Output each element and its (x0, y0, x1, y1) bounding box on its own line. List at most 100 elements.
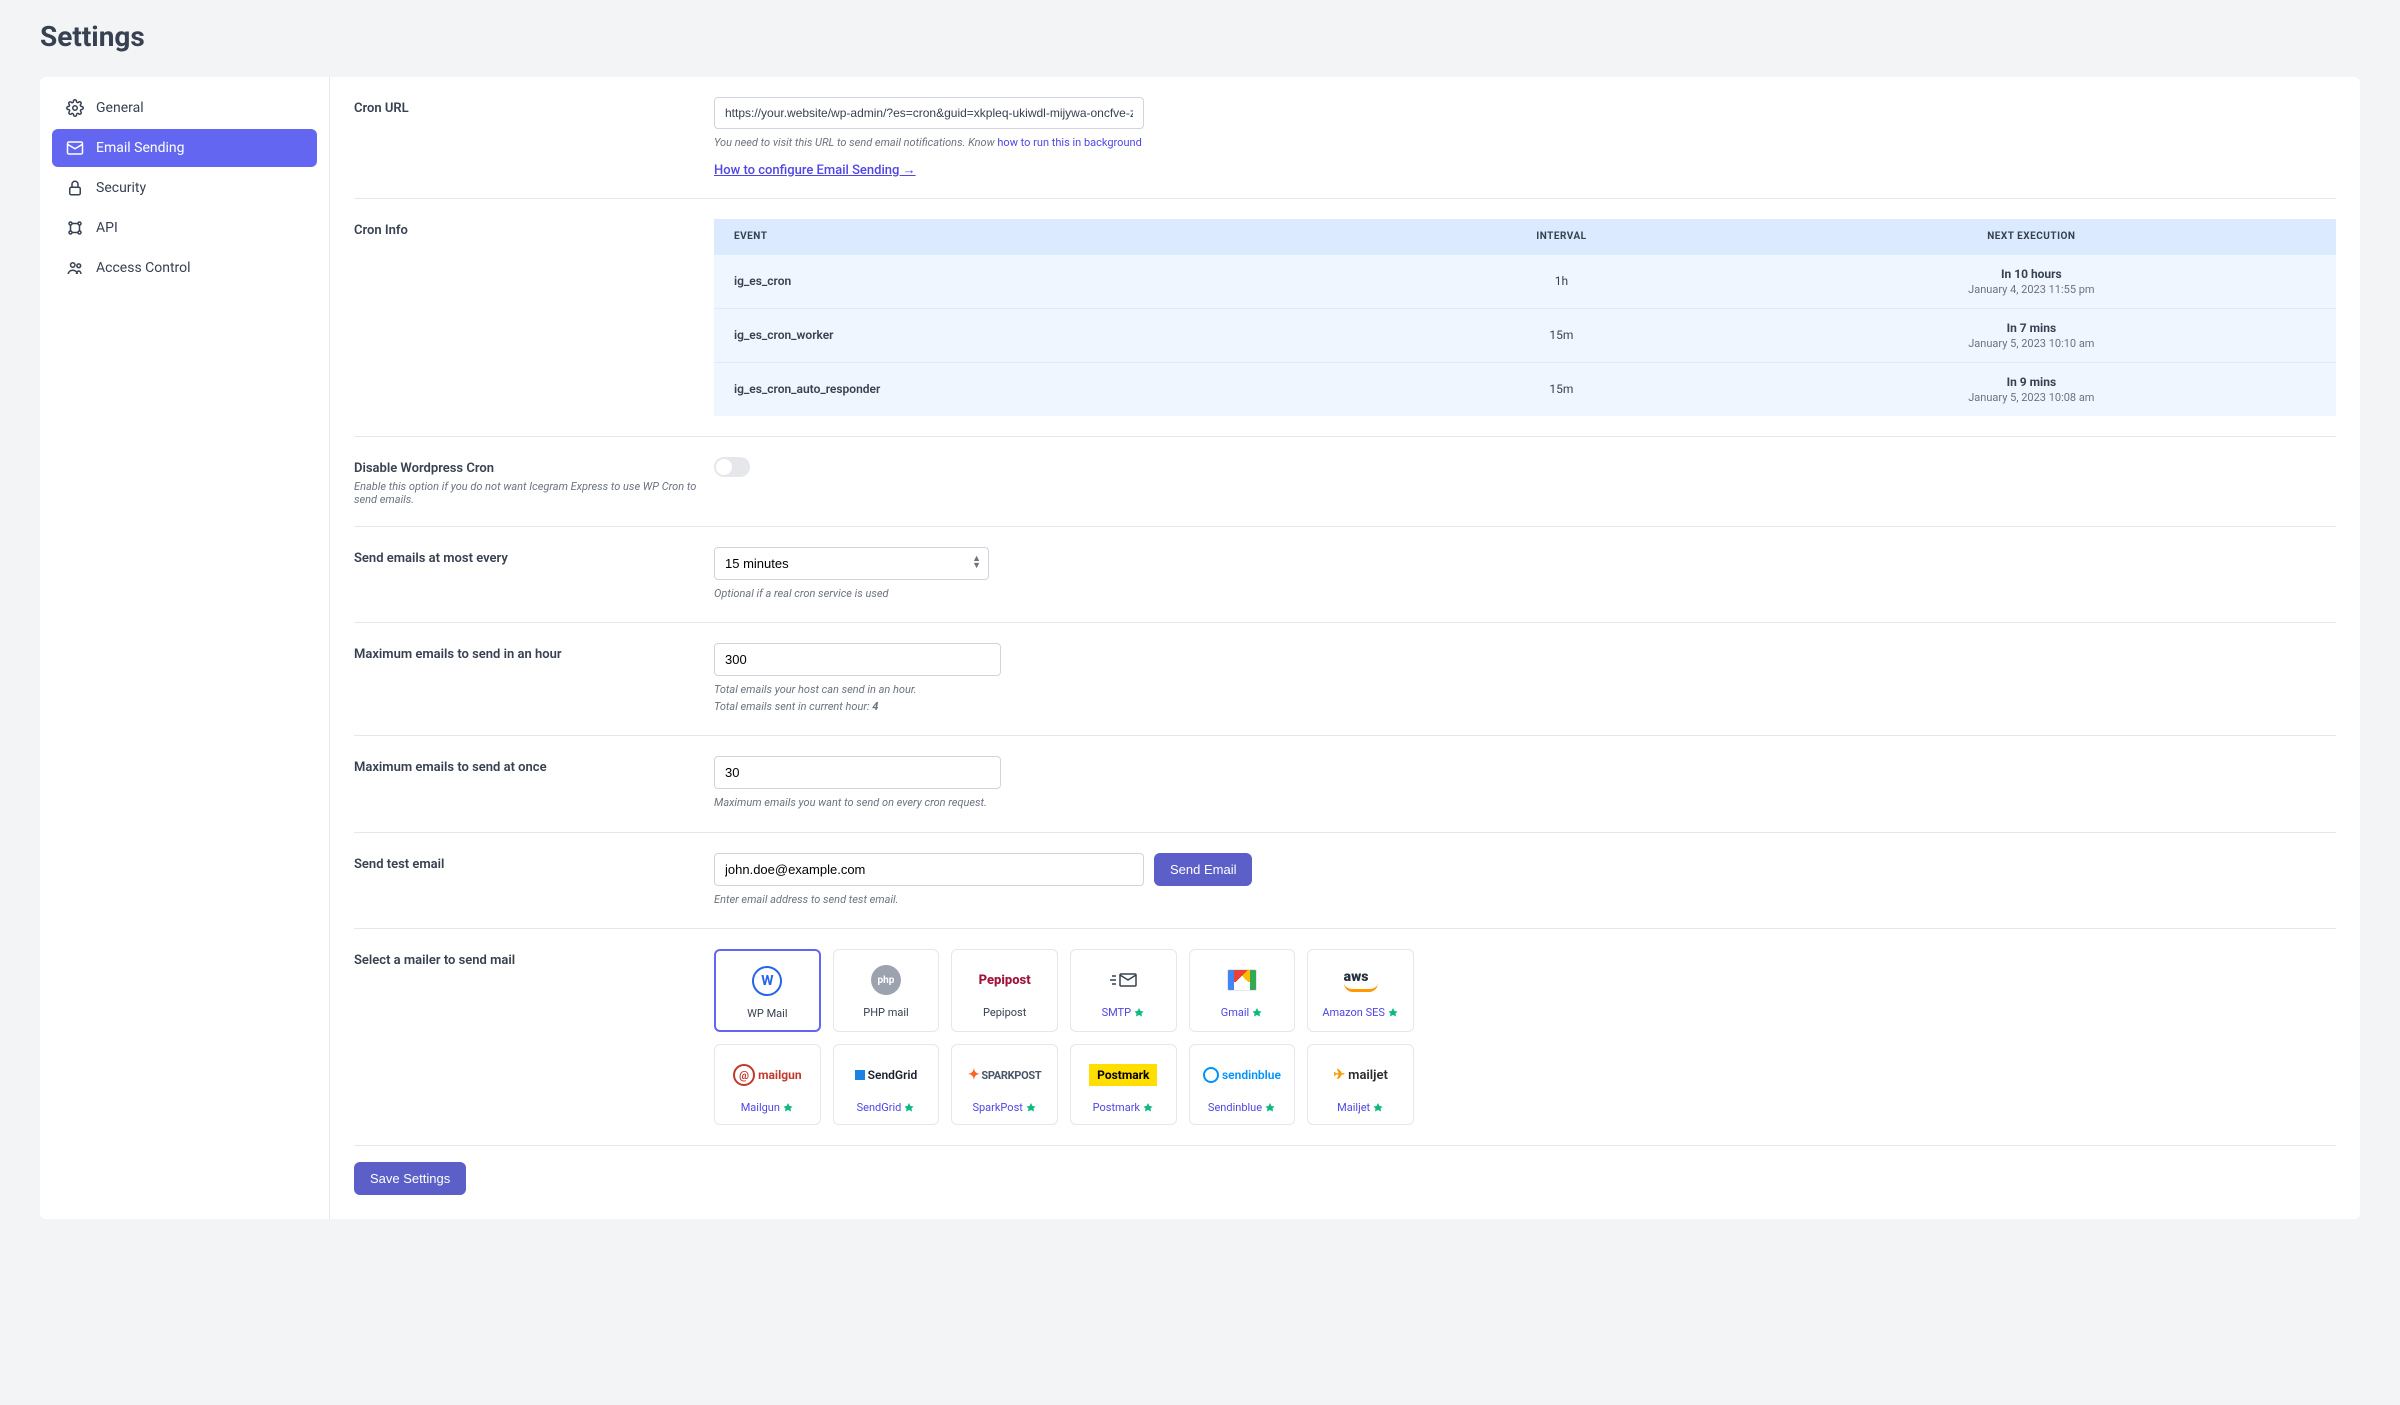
max-per-hour-label: Maximum emails to send in an hour (354, 647, 714, 662)
mailer-option-php[interactable]: php PHP mail (833, 949, 940, 1032)
sidebar-item-label: Security (96, 180, 146, 196)
rocket-icon (1251, 1007, 1263, 1019)
mailer-option-pepipost[interactable]: Pepipost Pepipost (951, 949, 1058, 1032)
send-email-button[interactable]: Send Email (1154, 853, 1252, 886)
disable-cron-toggle[interactable] (714, 457, 750, 477)
cron-event-cell: ig_es_cron (714, 254, 1396, 308)
cron-next-cell: In 9 minsJanuary 5, 2023 10:08 am (1727, 362, 2336, 416)
mailer-option-label: SparkPost (972, 1101, 1036, 1114)
sidebar: General Email Sending Security API Acces… (40, 77, 330, 1219)
mailjet-icon: mailjet (1333, 1059, 1387, 1091)
users-icon (66, 259, 84, 277)
cron-background-link[interactable]: how to run this in background (997, 136, 1141, 149)
send-interval-row: Send emails at most every 15 minutes ▲▼ … (354, 527, 2336, 624)
mailer-option-label: Gmail (1221, 1006, 1263, 1019)
mailer-option-mailgun[interactable]: mailgun Mailgun (714, 1044, 821, 1125)
max-per-hour-input[interactable] (714, 643, 1001, 676)
wp-icon: W (752, 965, 782, 997)
mailer-option-gmail[interactable]: Gmail (1189, 949, 1296, 1032)
max-at-once-input[interactable] (714, 756, 1001, 789)
max-at-once-hint: Maximum emails you want to send on every… (714, 795, 2336, 812)
mailer-option-label: Amazon SES (1322, 1006, 1399, 1019)
save-settings-button[interactable]: Save Settings (354, 1162, 466, 1195)
smtp-icon (1108, 964, 1138, 996)
cron-url-row: Cron URL You need to visit this URL to s… (354, 77, 2336, 199)
mailer-option-label: Pepipost (983, 1006, 1026, 1019)
sidebar-item-general[interactable]: General (52, 89, 317, 127)
settings-card: General Email Sending Security API Acces… (40, 77, 2360, 1219)
pepipost-icon: Pepipost (979, 964, 1031, 996)
send-interval-select[interactable]: 15 minutes (714, 547, 989, 580)
postmark-icon: Postmark (1089, 1059, 1157, 1091)
sidebar-item-label: Email Sending (96, 140, 185, 156)
test-email-input[interactable] (714, 853, 1144, 886)
cron-url-input[interactable] (714, 97, 1144, 129)
lock-icon (66, 179, 84, 197)
main-content: Cron URL You need to visit this URL to s… (330, 77, 2360, 1219)
sendgrid-icon: SendGrid (855, 1059, 918, 1091)
sidebar-item-email-sending[interactable]: Email Sending (52, 129, 317, 167)
sparkpost-icon: SparkPost (968, 1059, 1041, 1091)
table-row: ig_es_cron_auto_responder 15m In 9 minsJ… (714, 362, 2336, 416)
sidebar-item-api[interactable]: API (52, 209, 317, 247)
page-title: Settings (40, 20, 2360, 53)
test-email-row: Send test email Send Email Enter email a… (354, 833, 2336, 930)
cron-info-row: Cron Info EVENT INTERVAL NEXT EXECUTION … (354, 199, 2336, 437)
mailer-option-sparkpost[interactable]: SparkPost SparkPost (951, 1044, 1058, 1125)
grid-icon (66, 219, 84, 237)
sidebar-item-access-control[interactable]: Access Control (52, 249, 317, 287)
max-at-once-row: Maximum emails to send at once Maximum e… (354, 736, 2336, 833)
mailer-option-label: SendGrid (857, 1101, 916, 1114)
mailer-option-label: WP Mail (747, 1007, 787, 1020)
sidebar-item-label: API (96, 220, 118, 236)
table-header: NEXT EXECUTION (1727, 219, 2336, 255)
table-header: EVENT (714, 219, 1396, 255)
rocket-icon (1387, 1007, 1399, 1019)
rocket-icon (1025, 1102, 1037, 1114)
table-row: ig_es_cron_worker 15m In 7 minsJanuary 5… (714, 308, 2336, 362)
mailer-option-sendinblue[interactable]: sendinblue Sendinblue (1189, 1044, 1296, 1125)
rocket-icon (782, 1102, 794, 1114)
mailer-row: Select a mailer to send mail W WP Mailph… (354, 929, 2336, 1146)
sidebar-item-security[interactable]: Security (52, 169, 317, 207)
gmail-icon (1227, 964, 1257, 996)
rocket-icon (1142, 1102, 1154, 1114)
cron-info-label: Cron Info (354, 223, 714, 238)
sendinblue-icon: sendinblue (1203, 1059, 1281, 1091)
mailer-option-label: Sendinblue (1208, 1101, 1276, 1114)
mailer-option-label: PHP mail (863, 1006, 908, 1019)
cron-interval-cell: 15m (1396, 362, 1727, 416)
cron-next-cell: In 7 minsJanuary 5, 2023 10:10 am (1727, 308, 2336, 362)
test-email-label: Send test email (354, 857, 714, 872)
mailer-grid: W WP Mailphp PHP mailPepipost Pepipost S… (714, 949, 1414, 1125)
disable-cron-label: Disable Wordpress Cron (354, 461, 714, 476)
sidebar-item-label: Access Control (96, 260, 191, 276)
mailer-label: Select a mailer to send mail (354, 953, 714, 968)
mailer-option-smtp[interactable]: SMTP (1070, 949, 1177, 1032)
mailer-option-label: SMTP (1102, 1006, 1145, 1019)
send-interval-label: Send emails at most every (354, 551, 714, 566)
disable-cron-desc: Enable this option if you do not want Ic… (354, 480, 714, 506)
table-row: ig_es_cron 1h In 10 hoursJanuary 4, 2023… (714, 254, 2336, 308)
cron-info-table: EVENT INTERVAL NEXT EXECUTION ig_es_cron… (714, 219, 2336, 416)
sidebar-item-label: General (96, 100, 144, 116)
mailer-option-label: Mailjet (1337, 1101, 1384, 1114)
cron-event-cell: ig_es_cron_auto_responder (714, 362, 1396, 416)
cron-url-hint: You need to visit this URL to send email… (714, 135, 2336, 152)
configure-email-link[interactable]: How to configure Email Sending → (714, 162, 916, 178)
mailer-option-mailjet[interactable]: mailjet Mailjet (1307, 1044, 1414, 1125)
table-header: INTERVAL (1396, 219, 1727, 255)
max-at-once-label: Maximum emails to send at once (354, 760, 714, 775)
send-interval-hint: Optional if a real cron service is used (714, 586, 2336, 603)
cron-interval-cell: 15m (1396, 308, 1727, 362)
mailer-option-aws[interactable]: aws Amazon SES (1307, 949, 1414, 1032)
rocket-icon (1372, 1102, 1384, 1114)
mailer-option-postmark[interactable]: Postmark Postmark (1070, 1044, 1177, 1125)
mailer-option-label: Postmark (1093, 1101, 1154, 1114)
mailer-option-wp[interactable]: W WP Mail (714, 949, 821, 1032)
rocket-icon (903, 1102, 915, 1114)
rocket-icon (1264, 1102, 1276, 1114)
cron-url-label: Cron URL (354, 101, 714, 116)
mailer-option-sendgrid[interactable]: SendGrid SendGrid (833, 1044, 940, 1125)
envelope-icon (66, 139, 84, 157)
